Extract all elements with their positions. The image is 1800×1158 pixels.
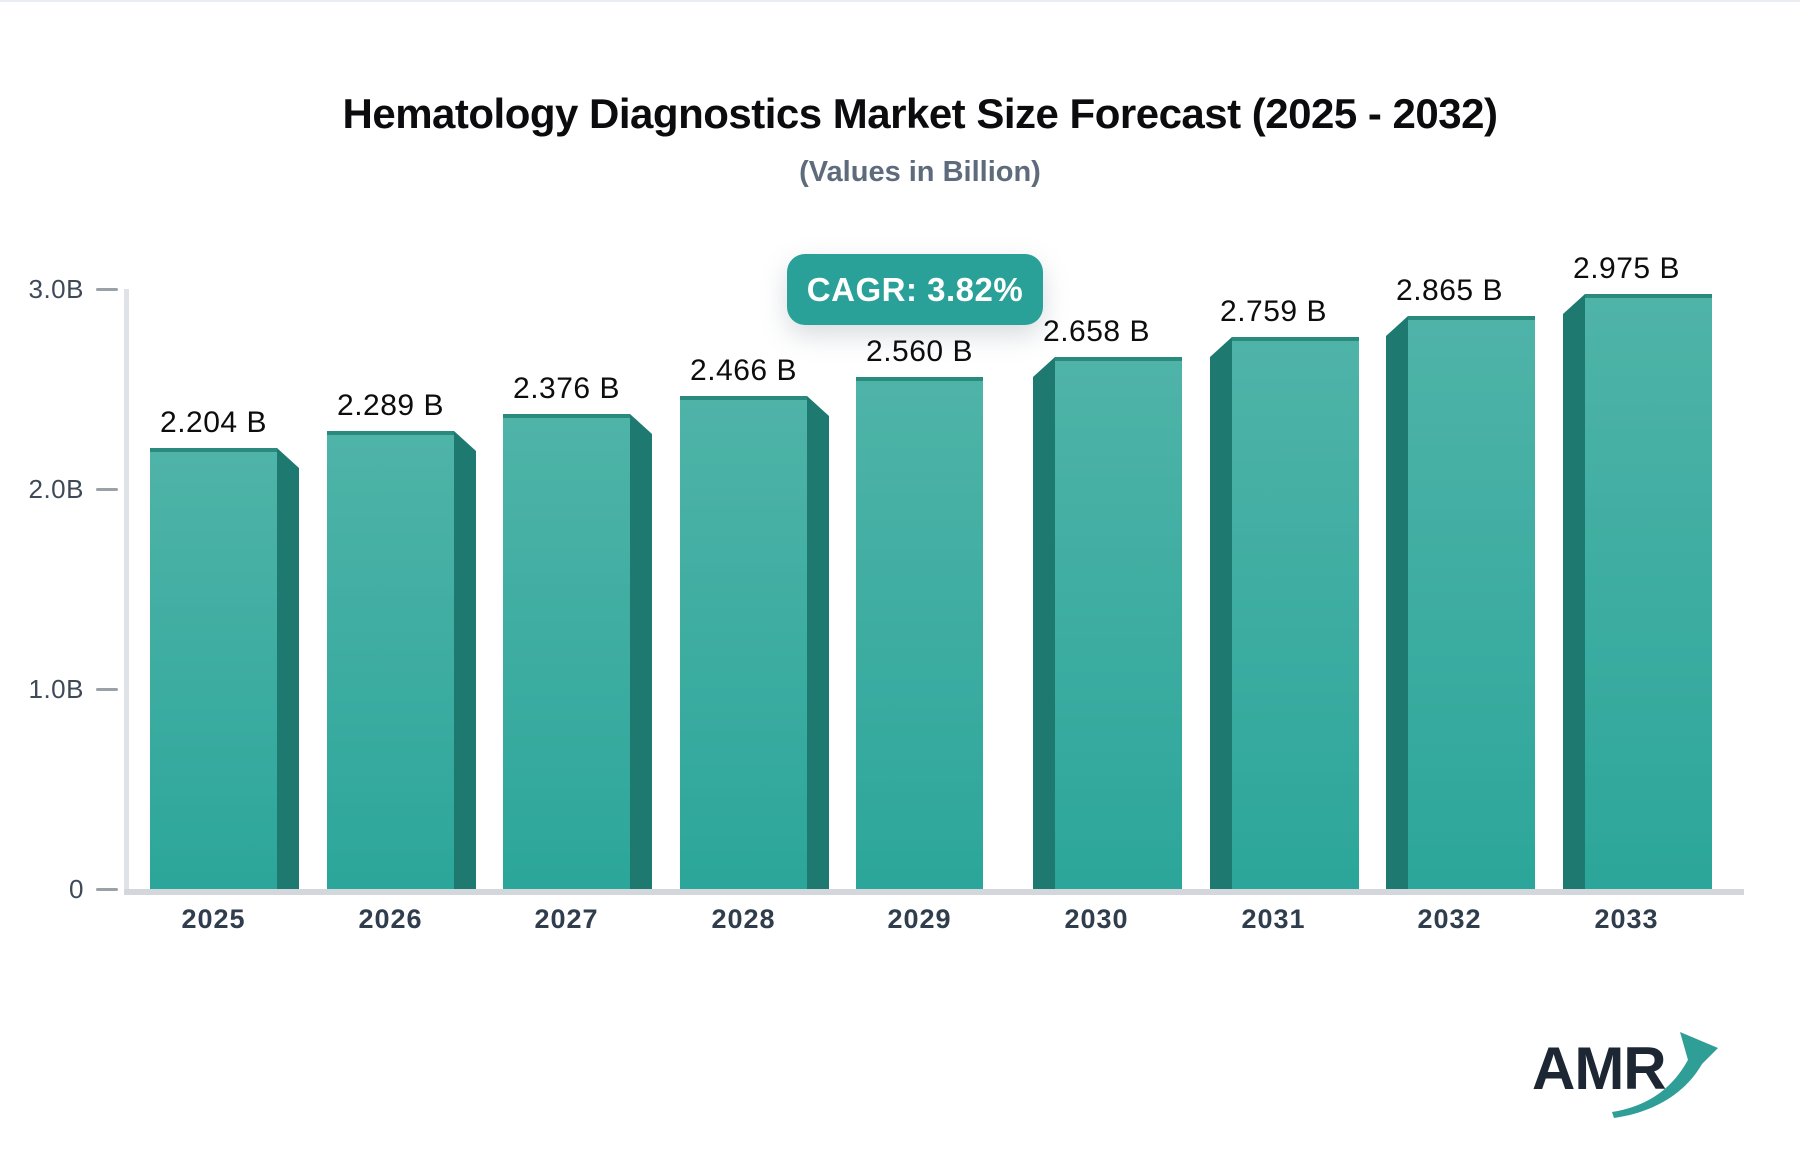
y-axis-tick-label: 1.0B — [28, 674, 84, 704]
cagr-badge: CAGR: 3.82% — [787, 254, 1043, 325]
bar-value-label: 2.466 B — [690, 354, 797, 387]
x-axis-year-label: 2028 — [711, 904, 776, 934]
bar-face — [1408, 316, 1535, 889]
bar-value-label: 2.289 B — [337, 389, 444, 422]
bar-side-face — [1210, 337, 1232, 889]
bar-side-face — [807, 396, 829, 889]
bar-face — [680, 396, 807, 889]
bar-side-face — [1033, 357, 1055, 889]
bar-2025: 2.204 B — [150, 406, 299, 889]
x-axis-year-label: 2026 — [358, 904, 423, 934]
y-axis-tick-label: 2.0B — [28, 474, 84, 504]
amr-logo-text: AMR — [1532, 1035, 1667, 1102]
chart-title: Hematology Diagnostics Market Size Forec… — [342, 90, 1498, 137]
chart-subtitle: (Values in Billion) — [799, 156, 1041, 188]
y-axis-tick-label: 3.0B — [28, 274, 84, 304]
bar-face — [503, 414, 630, 889]
x-axis-year-label: 2033 — [1594, 904, 1659, 934]
bar-value-label: 2.560 B — [866, 335, 973, 368]
bar-value-label: 2.975 B — [1573, 252, 1680, 285]
bar-face — [1055, 357, 1182, 889]
bar-face — [327, 431, 454, 889]
bar-2030: 2.658 B — [1033, 315, 1182, 889]
y-axis-tick-dash — [96, 488, 118, 491]
bar-value-label: 2.376 B — [513, 372, 620, 405]
chart-header: Hematology Diagnostics Market Size Forec… — [40, 90, 1800, 189]
x-axis-baseline — [124, 889, 1744, 895]
bar-2026: 2.289 B — [327, 389, 476, 889]
bar-2031: 2.759 B — [1210, 295, 1359, 889]
x-axis-year-label: 2027 — [534, 904, 599, 934]
y-axis-tick-dash — [96, 888, 118, 891]
x-axis-year-label: 2025 — [181, 904, 246, 934]
bar-value-label: 2.658 B — [1043, 315, 1150, 348]
bar-2028: 2.466 B — [680, 354, 829, 889]
bar-2027: 2.376 B — [503, 372, 652, 889]
bar-side-face — [1386, 316, 1408, 889]
bar-face — [1585, 294, 1712, 889]
y-axis-line — [124, 289, 129, 895]
x-axis-year-label: 2032 — [1417, 904, 1482, 934]
y-axis-tick-dash — [96, 288, 118, 291]
bar-2029: 2.560 B — [856, 335, 1005, 889]
y-axis-tick-label: 0 — [69, 874, 84, 904]
bar-side-face — [277, 448, 299, 889]
y-axis-tick-dash — [96, 688, 118, 691]
bar-value-label: 2.759 B — [1220, 295, 1327, 328]
growth-arrow-icon — [1612, 1032, 1718, 1118]
bar-face — [1232, 337, 1359, 889]
bar-face — [856, 377, 983, 889]
bar-face — [150, 448, 277, 889]
bar-2032: 2.865 B — [1386, 274, 1535, 889]
bar-value-label: 2.865 B — [1396, 274, 1503, 307]
x-axis-year-label: 2029 — [887, 904, 952, 934]
bar-side-face — [630, 414, 652, 889]
bar-value-label: 2.204 B — [160, 406, 267, 439]
bar-2033: 2.975 B — [1563, 252, 1712, 889]
x-axis-year-label: 2031 — [1241, 904, 1306, 934]
bar-side-face — [454, 431, 476, 889]
bar-side-face — [1563, 294, 1585, 889]
amr-logo: AMR — [1532, 1024, 1722, 1124]
x-axis-year-label: 2030 — [1064, 904, 1129, 934]
